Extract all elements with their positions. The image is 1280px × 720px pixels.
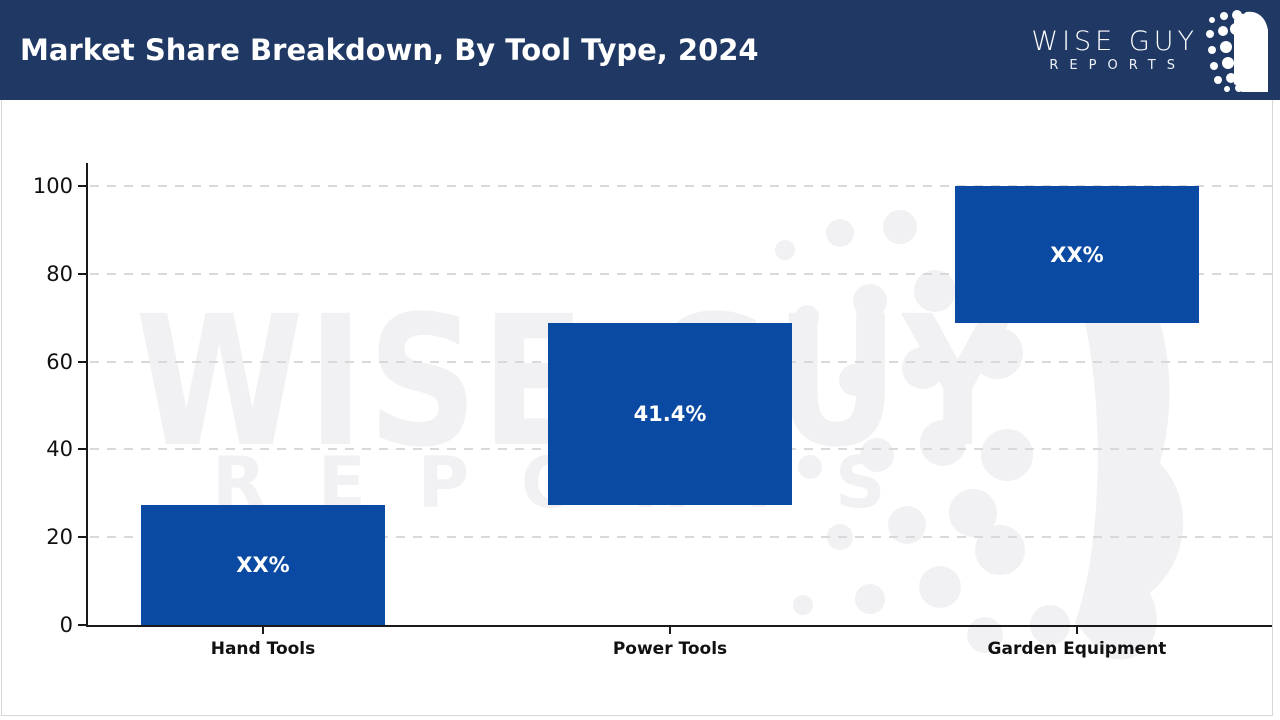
y-tick-label: 80 bbox=[46, 261, 73, 286]
bar-2: XX% bbox=[955, 186, 1199, 324]
y-tick-label: 60 bbox=[46, 349, 73, 374]
bar-value-label: XX% bbox=[236, 553, 290, 578]
logo-wordmark: WISE GUY bbox=[1031, 26, 1198, 57]
y-axis-spine bbox=[86, 163, 88, 627]
x-tick-mark bbox=[669, 627, 671, 634]
category-label: Hand Tools bbox=[210, 639, 316, 659]
y-tick-mark bbox=[78, 360, 87, 363]
bar-1: 41.4% bbox=[548, 323, 792, 506]
y-tick-mark bbox=[78, 272, 87, 275]
y-tick-mark bbox=[78, 624, 87, 626]
bar-0: XX% bbox=[141, 505, 385, 625]
y-tick-label: 20 bbox=[46, 525, 73, 550]
y-tick-mark bbox=[78, 536, 87, 539]
watermark-face-icon bbox=[775, 210, 1184, 660]
header: Market Share Breakdown, By Tool Type, 20… bbox=[0, 0, 1280, 100]
y-tick-mark bbox=[78, 448, 87, 451]
page-title: Market Share Breakdown, By Tool Type, 20… bbox=[20, 33, 759, 67]
x-tick-mark bbox=[1076, 627, 1078, 634]
gridline-100 bbox=[90, 185, 1272, 187]
y-tick-label: 100 bbox=[32, 174, 73, 198]
x-axis-spine bbox=[86, 625, 1272, 627]
bar-value-label: XX% bbox=[1050, 242, 1104, 267]
category-label: Garden Equipment bbox=[987, 639, 1167, 659]
gridline-80 bbox=[90, 272, 1272, 275]
x-tick-mark bbox=[262, 627, 264, 634]
y-tick-label: 0 bbox=[59, 613, 73, 637]
gridline-20 bbox=[90, 536, 1272, 539]
logo: WISE GUY REPORTS bbox=[1031, 8, 1280, 92]
logo-text: WISE GUY REPORTS bbox=[1031, 26, 1198, 74]
y-tick-mark bbox=[78, 185, 87, 187]
y-tick-label: 40 bbox=[46, 437, 73, 462]
logo-subtitle: REPORTS bbox=[1049, 58, 1186, 73]
category-label: Power Tools bbox=[612, 639, 728, 659]
logo-face-icon bbox=[1206, 10, 1268, 92]
bar-value-label: 41.4% bbox=[633, 402, 707, 427]
